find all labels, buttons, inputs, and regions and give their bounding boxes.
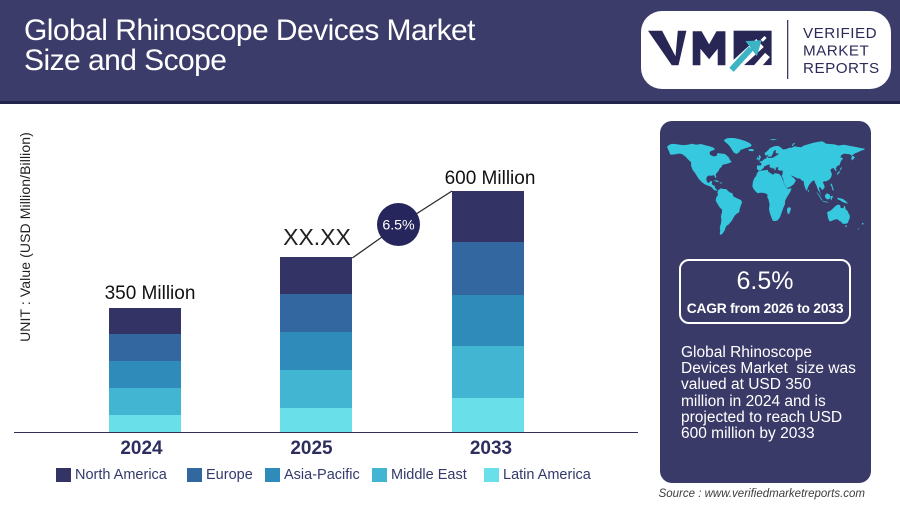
svg-text:VERIFIED: VERIFIED [803, 25, 877, 42]
svg-text:6.5%: 6.5% [382, 218, 415, 234]
svg-text:REPORTS: REPORTS [803, 60, 880, 77]
svg-text:MARKET: MARKET [803, 43, 869, 60]
